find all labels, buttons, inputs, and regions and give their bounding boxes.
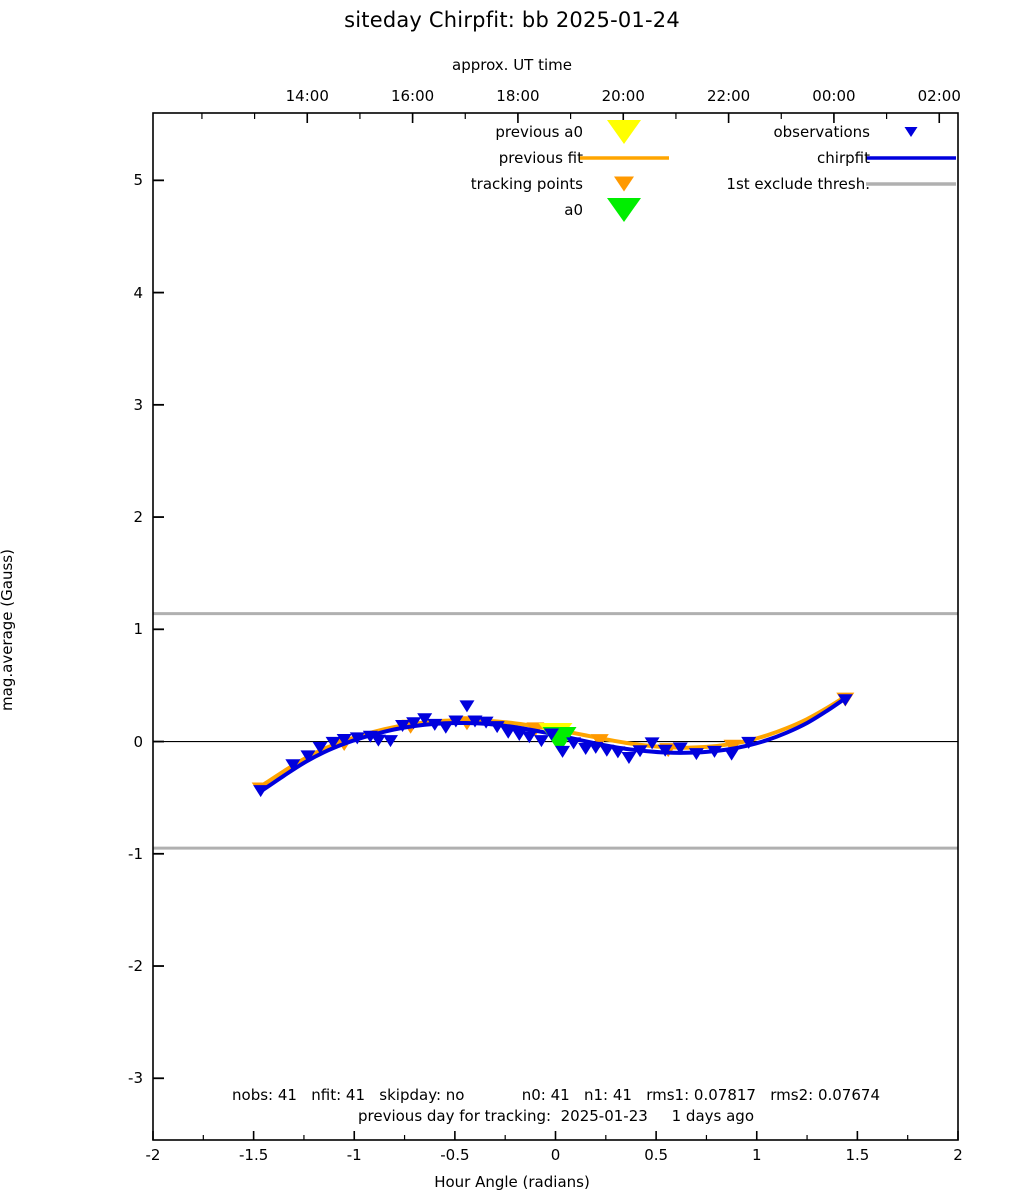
observations-group [253, 694, 853, 798]
chirpfit-line [259, 696, 847, 794]
observation-marker [632, 745, 648, 758]
x-tick-label: -2 [145, 1146, 161, 1164]
observation-marker [741, 736, 757, 749]
legend-marker-previous-a0 [607, 120, 641, 144]
y-tick-label: 2 [133, 508, 143, 527]
observation-marker [253, 785, 269, 798]
observation-marker [336, 734, 352, 747]
x-tick-label: 0 [550, 1146, 561, 1164]
top-tick-label: 00:00 [812, 87, 856, 105]
observation-marker [644, 737, 660, 750]
observation-marker [382, 735, 398, 748]
y-tick-label: 0 [133, 732, 143, 751]
observation-marker [533, 735, 549, 748]
x-tick-label: -1.5 [238, 1146, 269, 1164]
observation-marker [688, 748, 704, 761]
legend-label-chirpfit: chirpfit [817, 149, 870, 167]
observation-marker [467, 715, 483, 728]
y-tick-label: 3 [133, 395, 143, 414]
observation-marker [325, 736, 341, 749]
observation-marker [500, 726, 516, 739]
y-tick-label: 5 [133, 171, 143, 190]
observation-marker [610, 746, 626, 759]
legend-label-tracking-points: tracking points [470, 175, 583, 193]
top-axis-label: approx. UT time [452, 56, 572, 74]
observation-marker [566, 737, 582, 750]
x-tick-label: 1.5 [845, 1146, 870, 1164]
y-tick-label: -1 [128, 844, 143, 863]
observation-marker [521, 731, 537, 744]
observation-marker [621, 752, 637, 765]
observation-marker [406, 717, 422, 730]
annotation-stats-line: nobs: 41 nfit: 41 skipday: no n0: 41 n1:… [232, 1086, 880, 1104]
plot-frame [152, 112, 959, 1141]
observation-marker [478, 716, 494, 729]
observation-marker [459, 700, 475, 713]
observation-marker [362, 730, 378, 743]
observation-marker [489, 721, 505, 734]
tracking-point-marker [590, 734, 609, 749]
legend-marker-tracking-points [614, 176, 634, 192]
observation-marker [657, 744, 673, 757]
observation-marker [672, 742, 688, 755]
observation-marker [370, 734, 386, 747]
y-tick-label: 4 [133, 283, 143, 302]
top-tick-label: 14:00 [285, 87, 329, 105]
legend-label-observations: observations [773, 123, 870, 141]
legend-marker-a0 [607, 198, 641, 222]
top-tick-label: 18:00 [496, 87, 540, 105]
top-tick-label: 16:00 [390, 87, 435, 105]
observation-marker [555, 745, 571, 758]
observation-marker [300, 750, 316, 763]
observation-marker [724, 748, 740, 761]
x-tick-label: 1 [751, 1146, 762, 1164]
observation-marker [599, 744, 615, 757]
observation-marker [448, 715, 464, 728]
observation-marker [312, 741, 328, 754]
legend-label-1st-exclude-thresh-: 1st exclude thresh. [726, 175, 870, 193]
legend-label-a0: a0 [564, 201, 583, 219]
legend-marker-observations [904, 127, 918, 137]
observation-marker [417, 713, 433, 726]
observation-marker [438, 721, 454, 734]
y-tick-label: -3 [128, 1069, 143, 1088]
top-tick-label: 02:00 [917, 87, 961, 105]
observation-marker [395, 720, 411, 733]
x-tick-label: 2 [953, 1146, 963, 1164]
annotation-tracking-line: previous day for tracking: 2025-01-23 1 … [358, 1107, 754, 1125]
legend-label-previous-a0: previous a0 [495, 123, 583, 141]
observation-marker [578, 743, 594, 756]
x-tick-label: -0.5 [440, 1146, 470, 1164]
page-title: siteday Chirpfit: bb 2025-01-24 [344, 8, 680, 32]
x-tick-label: -1 [346, 1146, 362, 1164]
observation-marker [285, 759, 301, 772]
y-tick-label: 1 [133, 620, 143, 639]
observation-marker [706, 745, 722, 758]
observation-marker [588, 741, 604, 754]
observation-marker [543, 728, 559, 741]
legend-label-previous-fit: previous fit [498, 149, 583, 167]
top-tick-label: 20:00 [601, 87, 645, 105]
y-tick-label: -2 [128, 957, 143, 976]
x-tick-label: 0.5 [644, 1146, 669, 1164]
top-tick-label: 22:00 [706, 87, 751, 105]
observation-marker [349, 732, 365, 745]
x-axis-label: Hour Angle (radians) [434, 1173, 590, 1191]
observation-marker [837, 694, 853, 707]
